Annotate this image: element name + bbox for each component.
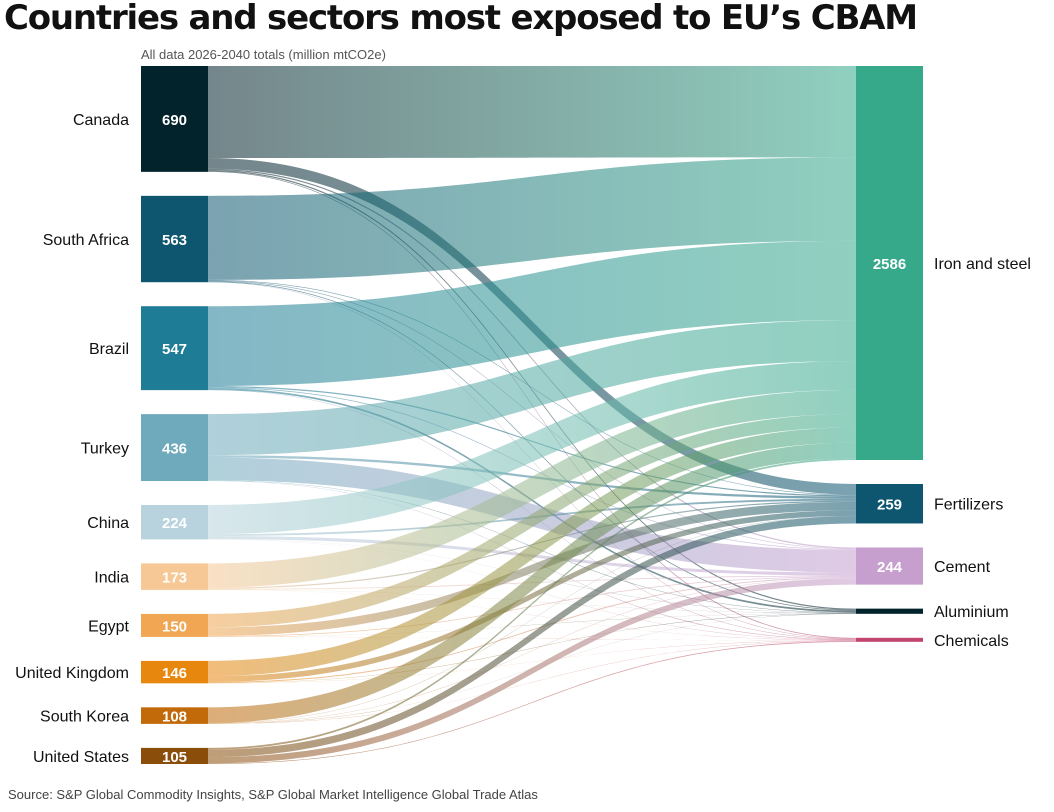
node-chemicals — [856, 637, 923, 642]
node-china — [141, 505, 208, 540]
label-egypt: Egypt — [88, 618, 129, 635]
value-chemicals: 14 — [881, 645, 898, 662]
value-south-korea: 108 — [162, 709, 187, 726]
flow-brazil-to-cement — [208, 387, 856, 551]
flow-united-kingdom-to-aluminium — [208, 613, 856, 684]
flow-china-to-iron-and-steel — [208, 360, 856, 535]
node-south-africa — [141, 195, 208, 283]
flow-canada-to-cement — [208, 168, 856, 549]
flow-united-states-to-iron-and-steel — [208, 458, 856, 750]
value-brazil: 547 — [162, 341, 187, 358]
value-egypt: 150 — [162, 618, 187, 635]
label-united-states: United States — [33, 749, 129, 766]
flow-turkey-to-iron-and-steel — [208, 320, 856, 456]
value-canada: 690 — [162, 112, 187, 129]
flow-turkey-to-chemicals — [208, 480, 856, 640]
flow-united-kingdom-to-cement — [208, 577, 856, 683]
flow-india-to-iron-and-steel — [208, 389, 856, 588]
flow-south-korea-to-fertilizers — [208, 515, 856, 724]
label-south-korea: South Korea — [40, 709, 129, 726]
node-aluminium — [856, 608, 923, 614]
flow-brazil-to-iron-and-steel — [208, 240, 856, 386]
flow-south-korea-to-cement — [208, 578, 856, 724]
node-fertilizers — [856, 484, 923, 524]
flow-south-korea-to-iron-and-steel — [208, 442, 856, 723]
value-fertilizers: 259 — [877, 497, 902, 514]
flow-united-states-to-cement — [208, 578, 856, 764]
value-united-kingdom: 146 — [162, 665, 187, 682]
label-iron-and-steel: Iron and steel — [934, 256, 1031, 273]
label-canada: Canada — [73, 112, 129, 129]
flow-south-africa-to-cement — [208, 280, 856, 550]
value-india: 173 — [162, 570, 187, 587]
flow-south-korea-to-chemicals — [208, 640, 856, 724]
node-brazil — [141, 306, 208, 391]
label-india: India — [94, 570, 129, 587]
flow-united-kingdom-to-iron-and-steel — [208, 427, 856, 677]
flow-egypt-to-iron-and-steel — [208, 413, 856, 628]
label-aluminium: Aluminium — [934, 604, 1009, 621]
flow-india-to-chemicals — [208, 589, 856, 641]
value-turkey: 436 — [162, 441, 187, 458]
node-south-korea — [141, 707, 208, 724]
flow-egypt-to-aluminium — [208, 613, 856, 637]
node-canada — [141, 66, 208, 172]
value-cement: 244 — [877, 559, 903, 576]
label-fertilizers: Fertilizers — [934, 497, 1003, 514]
chart-source: Source: S&P Global Commodity Insights, S… — [8, 787, 538, 802]
node-egypt — [141, 613, 208, 637]
flow-egypt-to-fertilizers — [208, 501, 856, 636]
chart-title: Countries and sectors most exposed to EU… — [4, 0, 918, 38]
value-united-states: 105 — [162, 749, 187, 766]
flow-egypt-to-cement — [208, 576, 856, 637]
flow-south-africa-to-iron-and-steel — [208, 157, 856, 280]
node-united-kingdom — [141, 660, 208, 684]
chart-subtitle: All data 2026-2040 totals (million mtCO2… — [141, 47, 386, 62]
label-united-kingdom: United Kingdom — [15, 665, 129, 682]
flow-united-states-to-fertilizers — [208, 516, 856, 758]
flow-united-states-to-chemicals — [208, 640, 856, 764]
value-south-africa: 563 — [162, 232, 187, 249]
node-united-states — [141, 747, 208, 764]
label-south-africa: South Africa — [43, 232, 129, 249]
flow-canada-to-iron-and-steel — [208, 66, 856, 159]
label-brazil: Brazil — [89, 341, 129, 358]
label-turkey: Turkey — [81, 441, 129, 458]
node-cement — [856, 547, 923, 585]
flow-united-kingdom-to-chemicals — [208, 640, 856, 684]
flow-united-kingdom-to-fertilizers — [208, 510, 856, 682]
node-turkey — [141, 414, 208, 482]
value-iron-and-steel: 2586 — [873, 256, 906, 273]
label-china: China — [87, 515, 129, 532]
label-chemicals: Chemicals — [934, 633, 1009, 650]
node-india — [141, 563, 208, 590]
node-iron-and-steel — [856, 66, 923, 460]
flow-india-to-aluminium — [208, 589, 856, 614]
value-china: 224 — [162, 515, 188, 532]
label-cement: Cement — [934, 559, 991, 576]
value-aluminium: 34 — [881, 617, 898, 634]
